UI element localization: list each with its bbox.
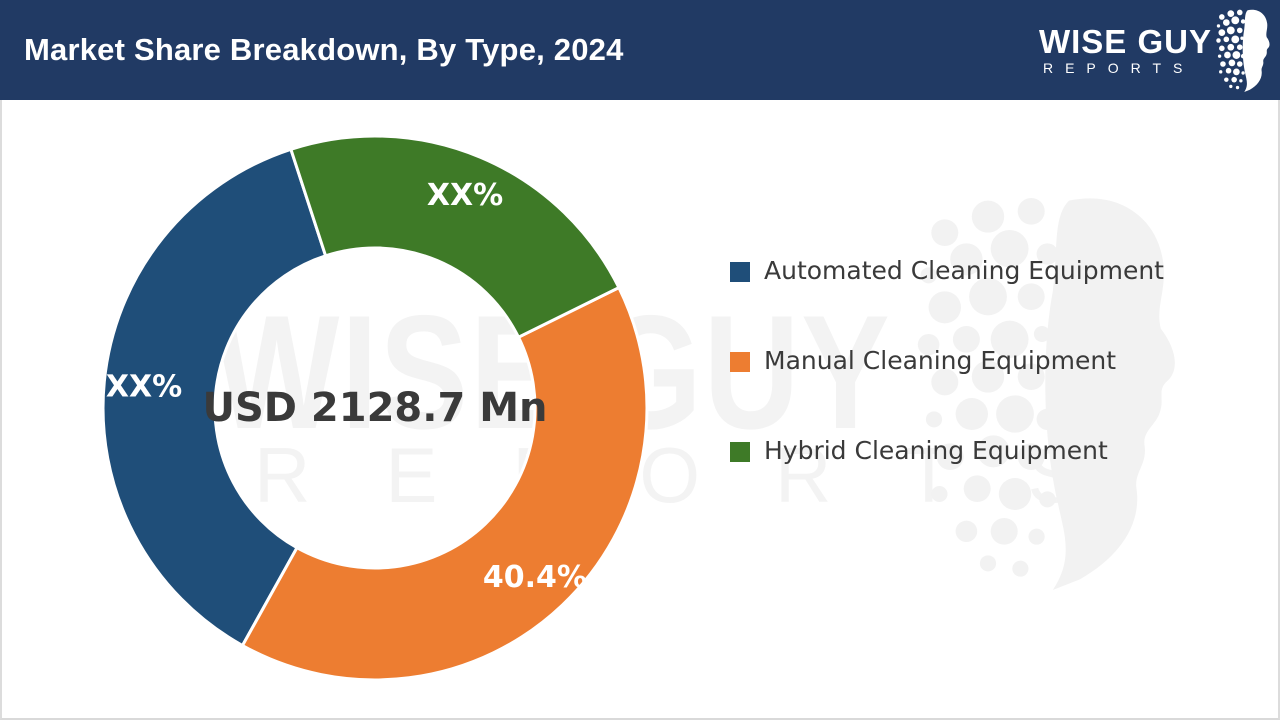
legend-item-automated: Automated Cleaning Equipment — [730, 258, 1164, 284]
legend-label: Automated Cleaning Equipment — [764, 256, 1164, 285]
slice-label-1: 40.4% — [483, 560, 587, 595]
page-title: Market Share Breakdown, By Type, 2024 — [24, 32, 624, 67]
legend-label: Hybrid Cleaning Equipment — [764, 436, 1108, 465]
logo-text: WISE GUY REPORTS — [1039, 25, 1212, 75]
logo-brand: WISE GUY — [1038, 23, 1212, 60]
donut-chart: XX% 40.4% XX% — [101, 134, 649, 682]
donut-slice-0 — [101, 147, 328, 648]
slice-label-2: XX% — [427, 178, 503, 213]
legend-swatch-manual — [730, 352, 750, 372]
wise-guy-logo: WISE GUY REPORTS — [1039, 8, 1270, 92]
donut-slice-1 — [240, 285, 649, 682]
legend-swatch-hybrid — [730, 442, 750, 462]
slice-label-0: XX% — [106, 369, 182, 404]
legend: Automated Cleaning Equipment Manual Clea… — [730, 258, 1164, 528]
legend-item-hybrid: Hybrid Cleaning Equipment — [730, 438, 1164, 464]
legend-label: Manual Cleaning Equipment — [764, 346, 1117, 375]
logo-sub: REPORTS — [1042, 60, 1195, 76]
donut-center-value: USD 2128.7 Mn — [202, 385, 548, 431]
header-bar: Market Share Breakdown, By Type, 2024 WI… — [0, 0, 1280, 100]
logo-face-icon — [1216, 9, 1270, 92]
chart-area: WISE GUY REPORTS XX% 40.4% XX% USD 2128.7 … — [0, 100, 1280, 720]
watermark-reports-text: REPORTS — [254, 431, 1155, 519]
legend-item-manual: Manual Cleaning Equipment — [730, 348, 1164, 374]
donut-slice-2 — [289, 134, 621, 340]
legend-swatch-automated — [730, 262, 750, 282]
